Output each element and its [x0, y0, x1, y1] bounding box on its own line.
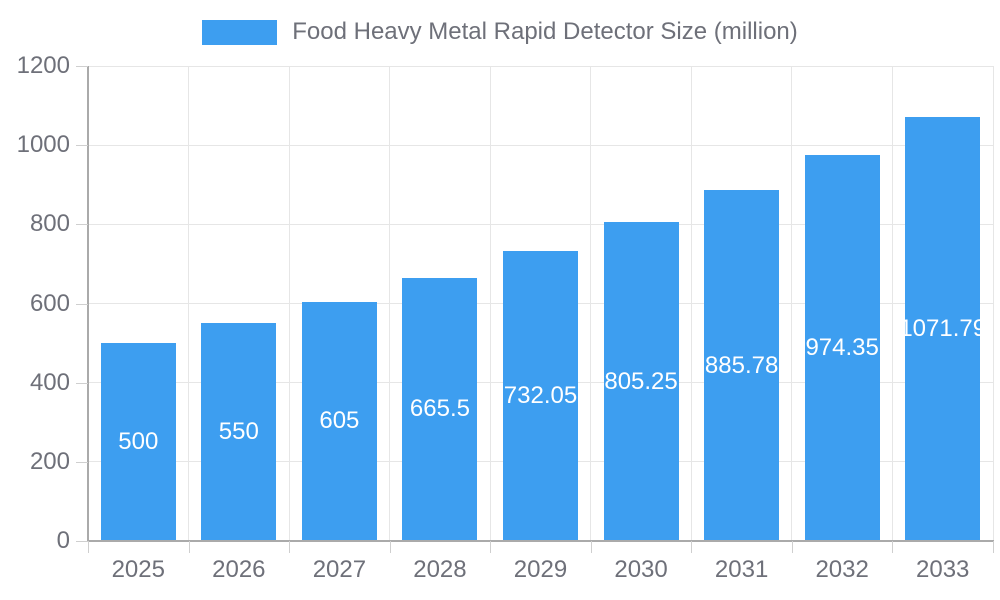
y-tick-label-200: 200	[29, 447, 70, 475]
x-axis-tick	[88, 541, 89, 553]
bar-label-2029: 732.05	[503, 382, 578, 410]
y-axis-tick	[76, 303, 88, 305]
x-axis-tick	[389, 541, 391, 553]
x-tick-label-2031: 2031	[714, 556, 769, 583]
x-axis-tick	[490, 541, 492, 553]
bar-label-2026: 550	[218, 418, 259, 446]
x-axis-tick	[188, 541, 190, 553]
x-tick-label-2033: 2033	[916, 556, 970, 583]
bar-label-2033: 1071.79	[899, 314, 987, 342]
x-tick-label-2025: 2025	[111, 556, 165, 583]
bar-label-2028: 665.5	[409, 395, 470, 423]
y-tick-label-600: 600	[29, 289, 70, 317]
x-axis-tick	[791, 541, 793, 553]
bar-label-2032: 974.35	[805, 334, 879, 362]
gridline-vertical	[891, 66, 893, 541]
gridline-vertical	[288, 66, 290, 541]
bar-2033[interactable]	[905, 116, 981, 541]
legend: Food Heavy Metal Rapid Detector Size (mi…	[0, 18, 1000, 46]
y-axis-tick	[76, 541, 88, 542]
y-axis-tick	[76, 145, 88, 147]
y-axis-tick	[76, 382, 88, 384]
x-tick-label-2029: 2029	[513, 556, 568, 583]
legend-swatch-icon	[202, 19, 278, 45]
plot-area: 500 550 605 665.5 732.05 805.25 885.78 974.35 10…	[88, 65, 994, 541]
y-tick-label-0: 0	[56, 527, 70, 554]
y-axis-line	[87, 66, 89, 542]
gridline-horizontal	[88, 65, 993, 67]
x-axis-tick	[289, 541, 291, 553]
bar-2028[interactable]	[402, 277, 478, 541]
y-tick-label-800: 800	[29, 210, 70, 238]
bar-2026[interactable]	[201, 323, 277, 541]
legend-item[interactable]: Food Heavy Metal Rapid Detector Size (mi…	[202, 18, 798, 46]
bar-label-2027: 605	[319, 407, 360, 435]
bar-label-2025: 500	[118, 428, 159, 456]
x-tick-label-2032: 2032	[815, 556, 869, 583]
gridline-vertical	[590, 66, 592, 541]
legend-label: Food Heavy Metal Rapid Detector Size (mi…	[292, 18, 798, 45]
gridline-vertical	[992, 66, 994, 541]
bar-2032[interactable]	[804, 155, 880, 541]
x-axis-tick	[993, 541, 994, 553]
gridline-vertical	[188, 66, 190, 541]
bar-2025[interactable]	[100, 343, 176, 541]
bar-label-2031: 885.78	[704, 351, 779, 379]
gridline-vertical	[389, 66, 391, 541]
bar-label-2030: 805.25	[604, 367, 678, 395]
x-axis-tick	[892, 541, 894, 553]
y-tick-label-1000: 1000	[16, 131, 70, 159]
gridline-vertical	[489, 66, 491, 541]
x-axis-line	[87, 540, 994, 542]
x-axis-tick	[691, 541, 693, 553]
gridline-horizontal	[88, 223, 993, 225]
y-axis-tick	[76, 461, 88, 463]
gridline-vertical	[791, 66, 793, 541]
bar-2029[interactable]	[503, 251, 578, 541]
y-axis-tick	[76, 224, 88, 226]
x-axis-tick	[590, 541, 592, 553]
bar-2031[interactable]	[704, 190, 780, 541]
x-tick-label-2028: 2028	[413, 556, 467, 583]
y-tick-label-400: 400	[29, 368, 70, 396]
y-axis-tick	[76, 66, 88, 67]
y-tick-label-1200: 1200	[16, 52, 70, 79]
x-tick-label-2027: 2027	[312, 556, 367, 583]
gridline-vertical	[690, 66, 692, 541]
x-tick-label-2030: 2030	[614, 556, 668, 583]
bar-2030[interactable]	[603, 222, 679, 541]
x-tick-label-2026: 2026	[212, 556, 266, 583]
bar-2027[interactable]	[301, 301, 377, 541]
gridline-horizontal	[88, 144, 993, 146]
